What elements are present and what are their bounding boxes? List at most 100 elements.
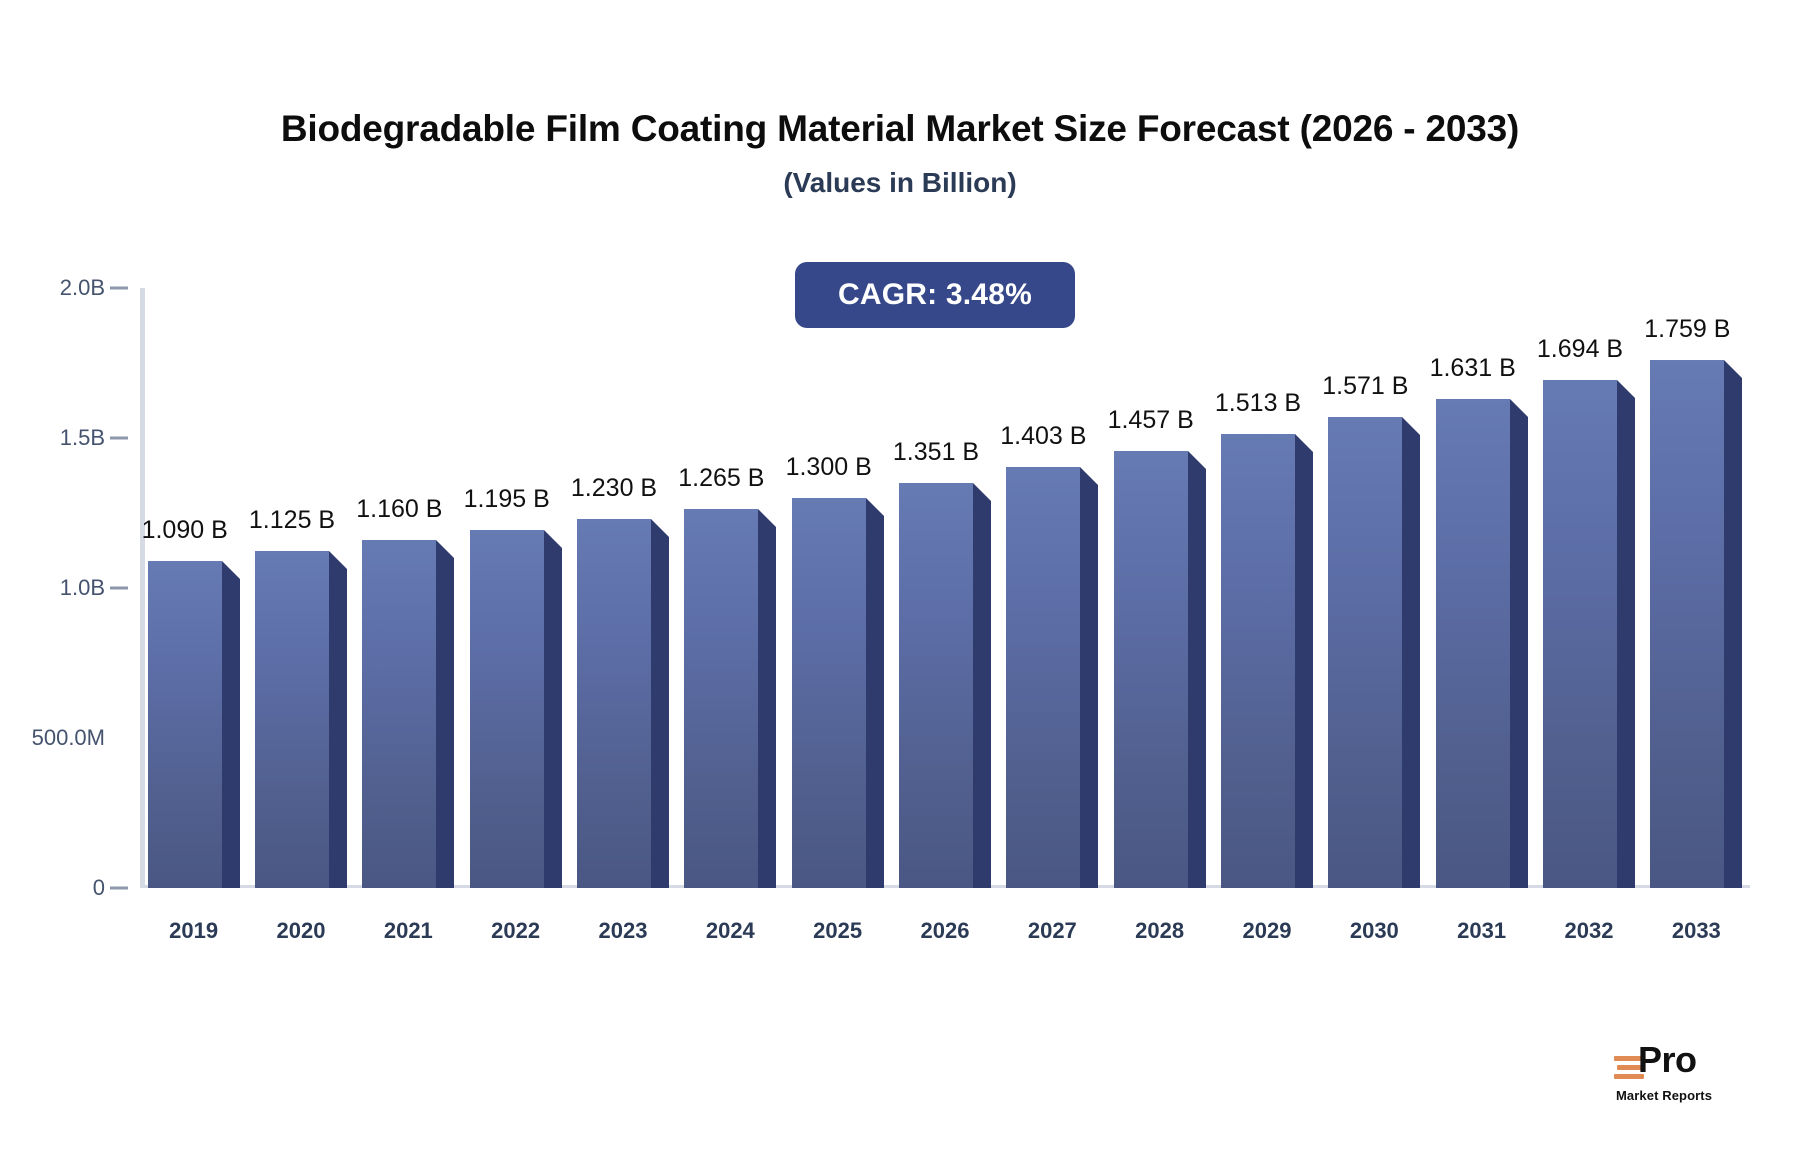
bar-top-face [1295, 434, 1313, 453]
bar-value-label: 1.125 B [248, 505, 336, 534]
x-axis-tick-label: 2029 [1242, 918, 1292, 943]
x-axis-tick-label: 2023 [598, 918, 648, 943]
bar-side-face [1187, 468, 1206, 888]
bar-value-label: 1.631 B [1429, 353, 1516, 382]
bar-front-face [469, 529, 544, 888]
bar-top-face [1080, 467, 1099, 486]
cagr-badge: CAGR: 3.48% [795, 262, 1075, 328]
y-axis-line [140, 288, 145, 888]
bar-2030: 1.571 B [1322, 372, 1421, 888]
page-title: Biodegradable Film Coating Material Mark… [280, 108, 1520, 149]
bar-front-face [1435, 398, 1510, 888]
bar-value-label: 1.571 B [1322, 371, 1409, 400]
title-block: Biodegradable Film Coating Material Mark… [0, 108, 1800, 199]
bar-value-label: 1.759 B [1644, 315, 1731, 344]
bar-value-label: 1.403 B [1000, 422, 1087, 451]
y-axis-tick-label: 1.5B [59, 425, 105, 450]
bar-side-face [221, 579, 240, 888]
x-axis-tick-label: 2024 [705, 918, 755, 943]
bar-top-face [1187, 450, 1206, 469]
bar-top-face [436, 540, 455, 558]
logo-name: Pro [1638, 1039, 1697, 1080]
bar-top-face [1617, 379, 1635, 398]
bar-side-face [543, 547, 562, 888]
bar-side-face [865, 516, 884, 888]
y-axis-tick-mark [110, 286, 128, 290]
bar-top-face [1509, 398, 1528, 417]
bar-side-face [436, 558, 455, 888]
x-axis-tick-label: 2021 [383, 918, 433, 943]
bar-front-face [899, 482, 973, 888]
bar-top-face [758, 508, 777, 527]
bar-side-face [1402, 434, 1421, 888]
bar-top-face [651, 519, 669, 537]
x-axis-tick-label: 2031 [1457, 918, 1507, 943]
bar-front-face [791, 498, 866, 888]
x-axis-tick-label: 2025 [813, 918, 863, 943]
bar-2026: 1.351 B [893, 438, 991, 888]
bar-2020: 1.125 B [249, 506, 347, 888]
bar-side-face [758, 526, 777, 888]
logo: Pro Market Reports [1614, 1042, 1774, 1112]
bar-2022: 1.195 B [464, 485, 562, 888]
logo-bars-icon [1614, 1054, 1648, 1086]
bar-front-face [255, 550, 329, 888]
bar-2019: 1.090 B [142, 516, 240, 888]
bar-top-face [1402, 416, 1421, 435]
bars-layer: 1.090 B 1.125 B 1.160 B 1.195 B 1.230 B 1.265… [140, 288, 1750, 888]
bar-2021: 1.160 B [356, 495, 455, 888]
y-axis-tick-mark [110, 886, 128, 890]
x-axis-tick-label: 2028 [1135, 918, 1185, 943]
bar-2023: 1.230 B [571, 474, 669, 888]
bar-front-face [577, 519, 651, 888]
bar-value-label: 1.300 B [785, 453, 872, 481]
bar-front-face [1543, 379, 1617, 888]
bar-top-face [973, 482, 991, 501]
y-axis-tick-label: 2.0B [59, 275, 105, 300]
bar-top-face [221, 561, 240, 579]
cagr-badge-label: CAGR: 3.48% [838, 278, 1032, 311]
bar-value-label: 1.457 B [1107, 405, 1194, 434]
chart-subtitle: (Values in Billion) [783, 166, 1017, 198]
bar-2024: 1.265 B [678, 464, 777, 888]
y-axis-tick-label: 1.0B [59, 575, 105, 600]
bar-side-face [1080, 485, 1099, 888]
bar-top-face [329, 550, 347, 569]
x-axis-tick-label: 2027 [1027, 918, 1077, 943]
bar-front-face [1650, 360, 1725, 888]
y-axis-tick-mark [110, 436, 128, 440]
bar-value-label: 1.195 B [463, 484, 550, 513]
bar-side-face [1509, 416, 1528, 888]
bar-top-face [1724, 360, 1743, 379]
bar-side-face [973, 500, 991, 888]
logo-tagline: Market Reports [1616, 1088, 1713, 1103]
bar-front-face [362, 540, 437, 888]
bar-side-face [1617, 397, 1635, 888]
bar-value-label: 1.694 B [1536, 334, 1624, 363]
bar-2032: 1.694 B [1537, 335, 1635, 888]
bar-2031: 1.631 B [1430, 354, 1528, 888]
bar-top-face [865, 498, 884, 516]
y-axis-tick-label: 0 [92, 875, 105, 900]
bar-front-face [1221, 434, 1295, 888]
bar-top-face [543, 529, 562, 548]
bar-front-face [147, 561, 222, 888]
x-axis-tick-label: 2030 [1349, 918, 1399, 943]
plot-area: 1.090 B 1.125 B 1.160 B 1.195 B 1.230 B 1.265… [140, 288, 1750, 888]
bar-value-label: 1.090 B [141, 516, 228, 544]
y-axis-tick-mark [110, 586, 128, 590]
x-axis-tick-label: 2033 [1671, 918, 1721, 943]
bar-2025: 1.300 B [786, 453, 884, 888]
bar-value-label: 1.351 B [892, 437, 980, 466]
bar-value-label: 1.230 B [570, 474, 658, 502]
x-axis-tick-label: 2026 [920, 918, 970, 943]
bar-value-label: 1.265 B [678, 463, 765, 492]
bar-side-face [1724, 378, 1743, 888]
bar-side-face [651, 537, 669, 888]
bar-2029: 1.513 B [1215, 389, 1313, 888]
bar-front-face [1328, 416, 1403, 888]
bar-value-label: 1.160 B [356, 495, 443, 523]
bar-side-face [1295, 452, 1313, 888]
bar-front-face [1113, 450, 1188, 888]
